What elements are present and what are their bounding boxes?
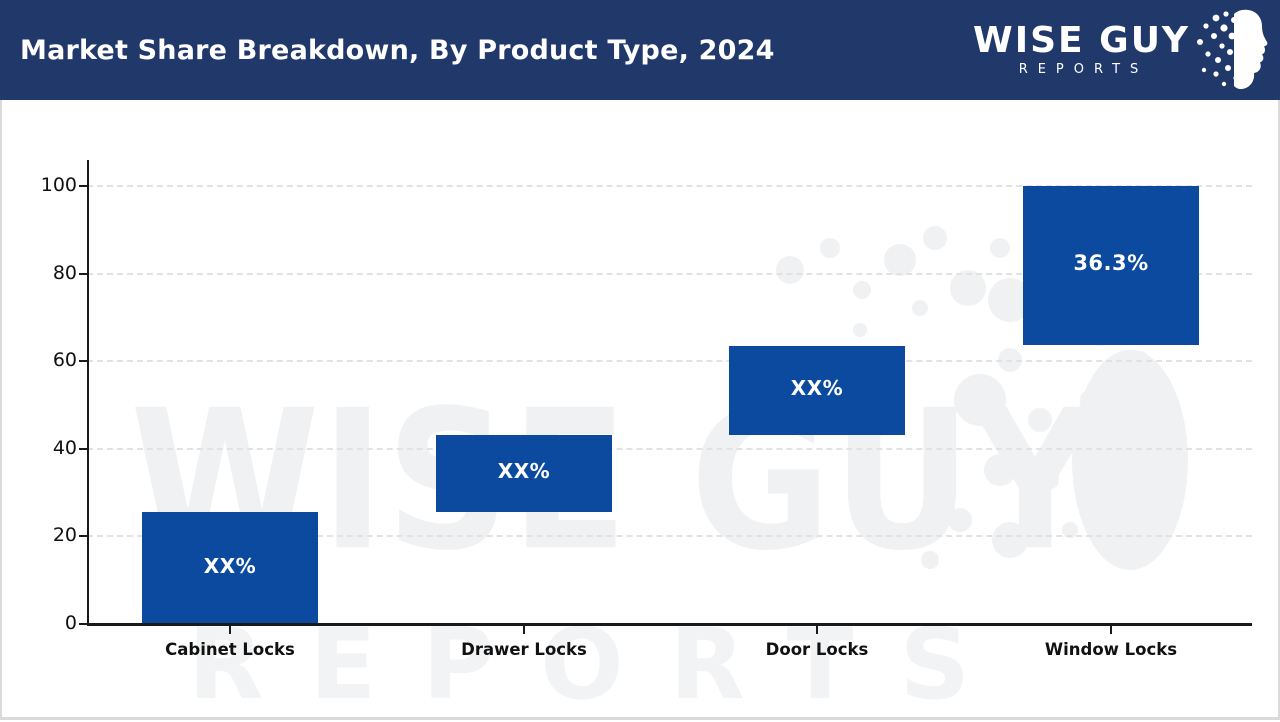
brand-wordmark: WISE GUY REPORTS [972,20,1190,78]
y-axis-tick [79,447,87,450]
y-gridline [87,360,1252,363]
watermark-subtitle-text: REPORTS [188,608,1017,722]
category-label: Door Locks [765,640,869,659]
y-axis-tick [79,272,87,275]
bar-door-locks [729,345,905,435]
brand-logo: WISE GUY REPORTS [973,0,1268,100]
bar-value-label: XX% [497,459,551,484]
category-label: Window Locks [1044,640,1178,659]
bar-value-label: XX% [203,553,257,578]
bar-cabinet-locks [142,511,318,624]
y-axis-tick-label: 20 [52,524,77,547]
x-axis-tick [523,626,525,634]
y-axis-tick-label: 80 [52,261,77,284]
bar-drawer-locks [436,434,612,512]
x-axis-tick [816,626,818,634]
bar-value-label: 36.3% [1073,251,1149,276]
y-axis-tick [79,185,87,187]
brand-subtitle-text: REPORTS [1018,62,1149,77]
y-gridline [87,447,1252,450]
category-label: Cabinet Locks [165,640,295,659]
y-gridline [87,272,1252,275]
y-axis-tick-label: 100 [40,174,77,196]
y-gridline [87,185,1252,187]
y-axis-tick [79,360,87,363]
category-label: Drawer Locks [461,640,587,659]
y-gridline [87,535,1252,538]
x-axis-tick [1110,626,1112,634]
x-axis-line [87,623,1252,626]
x-axis-tick [229,626,231,634]
y-axis-tick [79,535,87,538]
y-axis-tick [79,623,87,625]
y-axis-tick-label: 40 [52,436,77,459]
y-axis-tick-label: 60 [52,349,77,372]
bar-window-locks [1023,186,1199,345]
dotted-head-profile-icon [1197,9,1268,90]
y-axis-tick-label: 0 [64,612,77,634]
chart-title: Market Share Breakdown, By Product Type,… [20,34,775,66]
y-axis-line [87,160,89,626]
header-bar: Market Share Breakdown, By Product Type,… [0,0,1280,100]
bar-value-label: XX% [790,376,844,401]
brand-name-text: WISE GUY [972,20,1190,61]
